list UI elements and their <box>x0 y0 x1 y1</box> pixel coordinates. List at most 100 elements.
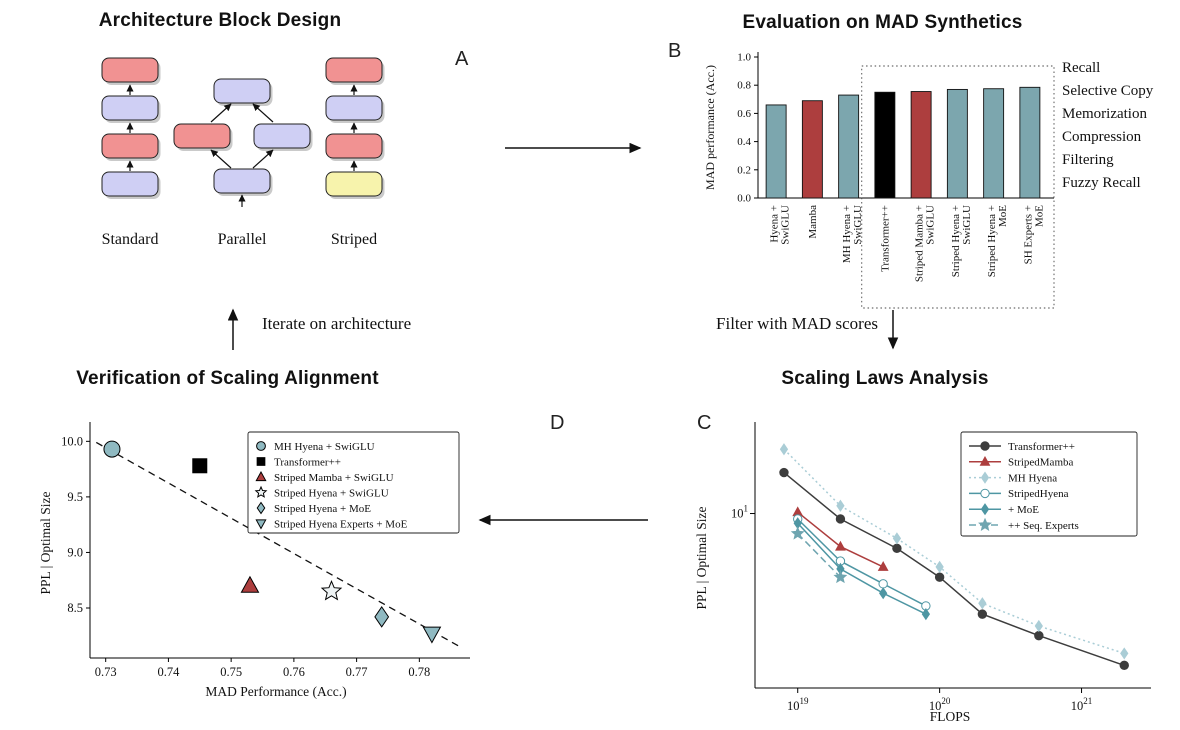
svg-text:8.5: 8.5 <box>67 601 83 615</box>
bar <box>838 94 860 199</box>
bar-label: MH Hyena +SwiGLU <box>841 205 864 263</box>
bar-label: Striped Hyena +SwiGLU <box>950 205 973 277</box>
block-yellow <box>325 171 383 197</box>
task-item: Recall <box>1062 60 1101 76</box>
svg-text:101: 101 <box>731 504 748 521</box>
block-group-label: Standard <box>102 231 159 248</box>
legend-box <box>960 431 1138 537</box>
svg-text:0.8: 0.8 <box>737 80 751 92</box>
panel-b-letter: B <box>668 40 682 62</box>
svg-text:10.0: 10.0 <box>61 434 83 448</box>
svg-text:0.77: 0.77 <box>346 665 368 679</box>
bar-label: Transformer++ <box>879 205 891 272</box>
scatter-point <box>374 605 390 628</box>
legend-entry-label: MH Hyena + SwiGLU <box>274 441 375 453</box>
block-red <box>101 57 159 83</box>
legend-entry-label: Striped Hyena Experts + MoE <box>274 518 408 530</box>
block-group-label: Striped <box>331 231 377 248</box>
bar-label: Hyena +SwiGLU <box>769 205 792 245</box>
panel-d-letter: D <box>550 412 565 434</box>
bar <box>910 91 932 199</box>
legend-entry-label: MH Hyena <box>1008 472 1057 484</box>
block-red <box>325 133 383 159</box>
architecture-block-diagram: Standard Parallel Striped <box>101 57 385 248</box>
task-item: Filtering <box>1062 152 1114 168</box>
block-red <box>173 123 231 149</box>
iterate-arrow-label: Iterate on architecture <box>262 314 412 333</box>
block-lavender <box>213 78 271 104</box>
svg-text:0.73: 0.73 <box>95 665 117 679</box>
block-arrow-icon <box>210 103 232 123</box>
legend-entry-label: Transformer++ <box>1008 441 1075 453</box>
bar <box>874 91 896 199</box>
panel-d-title: Verification of Scaling Alignment <box>76 368 379 389</box>
scatter-point <box>103 440 121 458</box>
scaling-laws-line-chart: 1019 1020 1021 101 FLOPS PPL | Optimal Size Tr… <box>694 422 1151 724</box>
block-arrow-icon <box>252 149 274 169</box>
svg-text:9.5: 9.5 <box>67 490 83 504</box>
scatter-point <box>320 579 343 601</box>
series-line <box>797 518 927 607</box>
block-lavender <box>101 171 159 197</box>
mad-synthetics-bar-chart: 0.0 0.2 0.4 0.6 0.8 1.0 MAD performance (Acc.)… <box>703 52 1055 309</box>
block-arrow-icon <box>210 149 232 169</box>
panel-c-title: Scaling Laws Analysis <box>781 368 989 389</box>
bar-label: Striped Mamba +SwiGLU <box>914 205 937 282</box>
legend-entry-label: Striped Hyena + MoE <box>274 503 371 515</box>
scatter-ylabel: PPL | Optimal Size <box>38 491 53 594</box>
task-item: Memorization <box>1062 106 1147 122</box>
mad-task-list: Recall Selective Copy Memorization Compress… <box>1062 57 1153 195</box>
bar <box>765 104 787 199</box>
panel-b-title: Evaluation on MAD Synthetics <box>742 12 1023 33</box>
bar-label: Mamba <box>807 205 819 239</box>
bar <box>946 88 968 199</box>
svg-text:0.76: 0.76 <box>283 665 305 679</box>
task-item: Fuzzy Recall <box>1062 175 1141 191</box>
line-chart-xlabel: FLOPS <box>930 709 971 724</box>
legend-entry-label: StripedHyena <box>1008 488 1069 500</box>
scaling-alignment-scatter-chart: 0.73 0.74 0.75 0.76 0.77 0.78 8.5 9.0 9.5 10.0 MAD… <box>38 422 470 699</box>
bar-label: Striped Hyena +MoE <box>986 205 1009 277</box>
block-lavender <box>325 95 383 121</box>
legend-entry-label: ++ Seq. Experts <box>1008 520 1079 532</box>
legend-entry-label: StripedMamba <box>1008 457 1073 469</box>
series-line <box>797 522 927 615</box>
svg-text:9.0: 9.0 <box>67 545 83 559</box>
svg-text:1021: 1021 <box>1071 696 1093 713</box>
scatter-point <box>240 575 260 593</box>
bar-chart-ylabel: MAD performance (Acc.) <box>703 65 717 190</box>
svg-text:0.78: 0.78 <box>408 665 430 679</box>
legend-entry-label: Striped Mamba + SwiGLU <box>274 472 394 484</box>
task-item: Selective Copy <box>1062 83 1154 99</box>
svg-text:1020: 1020 <box>929 696 951 713</box>
block-group-label: Parallel <box>218 231 267 248</box>
line-chart-ylabel: PPL | Optimal Size <box>694 506 709 609</box>
svg-text:0.6: 0.6 <box>737 108 751 120</box>
filter-arrow-label: Filter with MAD scores <box>716 314 878 333</box>
svg-text:1.0: 1.0 <box>737 52 751 64</box>
bar <box>983 88 1005 199</box>
task-item: Compression <box>1062 129 1142 145</box>
series-line <box>797 533 841 578</box>
block-arrow-icon <box>252 103 274 123</box>
svg-text:0.4: 0.4 <box>737 136 751 148</box>
panel-a-letter: A <box>455 48 469 70</box>
svg-text:0.74: 0.74 <box>157 665 180 679</box>
svg-text:0.0: 0.0 <box>737 193 751 205</box>
panel-c-letter: C <box>697 412 712 434</box>
svg-text:0.2: 0.2 <box>737 164 751 176</box>
trendline <box>95 441 461 648</box>
panel-a-title: Architecture Block Design <box>98 10 342 31</box>
bar <box>1019 86 1041 199</box>
scatter-point <box>422 626 442 644</box>
highlight-box <box>861 65 1055 309</box>
legend-entry-label: Striped Hyena + SwiGLU <box>274 487 389 499</box>
block-red <box>325 57 383 83</box>
legend-box <box>247 431 460 534</box>
block-lavender <box>213 168 271 194</box>
scatter-point <box>192 458 208 474</box>
legend-entry-label: Transformer++ <box>274 456 341 468</box>
block-lavender <box>253 123 311 149</box>
bar <box>801 100 823 199</box>
